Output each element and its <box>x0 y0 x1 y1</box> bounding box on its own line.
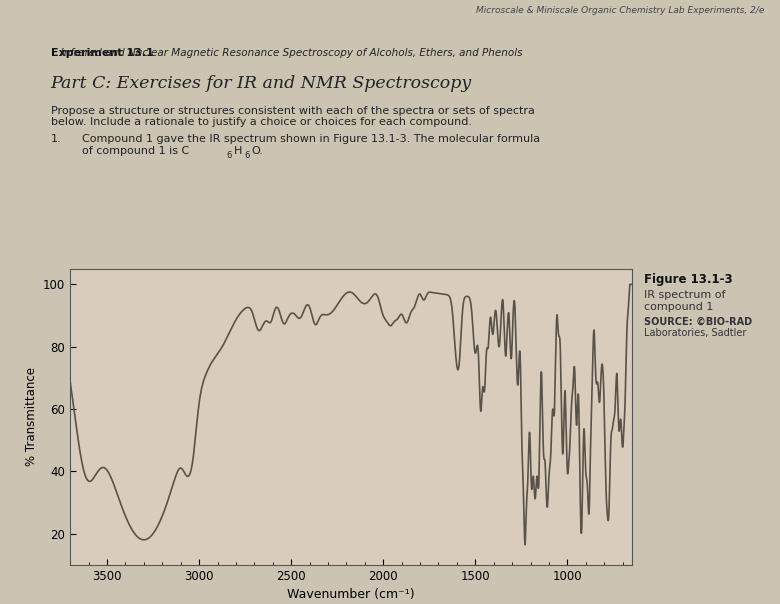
Text: Figure 13.1-3: Figure 13.1-3 <box>644 273 732 286</box>
Text: Microscale & Miniscale Organic Chemistry Lab Experiments, 2/e: Microscale & Miniscale Organic Chemistry… <box>476 6 764 15</box>
Text: 1.: 1. <box>51 134 62 144</box>
Text: below. Include a rationale to justify a choice or choices for each compound.: below. Include a rationale to justify a … <box>51 117 472 127</box>
Text: of compound 1 is C: of compound 1 is C <box>82 146 189 156</box>
Text: 6: 6 <box>244 151 250 160</box>
Text: SOURCE: ©BIO-RAD: SOURCE: ©BIO-RAD <box>644 317 752 327</box>
Text: 6: 6 <box>226 151 232 160</box>
Text: O.: O. <box>251 146 263 156</box>
Text: Part C: Exercises for IR and NMR Spectroscopy: Part C: Exercises for IR and NMR Spectro… <box>51 76 472 92</box>
Text: Infrared and Nuclear Magnetic Resonance Spectroscopy of Alcohols, Ethers, and Ph: Infrared and Nuclear Magnetic Resonance … <box>51 48 522 59</box>
Text: Laboratories, Sadtler: Laboratories, Sadtler <box>644 328 746 338</box>
Text: Experiment 13.1: Experiment 13.1 <box>51 48 154 59</box>
X-axis label: Wavenumber (cm⁻¹): Wavenumber (cm⁻¹) <box>287 588 415 601</box>
Text: H: H <box>234 146 243 156</box>
Text: IR spectrum of: IR spectrum of <box>644 290 725 300</box>
Text: Compound 1 gave the IR spectrum shown in Figure 13.1-3. The molecular formula: Compound 1 gave the IR spectrum shown in… <box>82 134 540 144</box>
Text: compound 1: compound 1 <box>644 302 713 312</box>
Y-axis label: % Transmittance: % Transmittance <box>24 367 37 466</box>
Text: Propose a structure or structures consistent with each of the spectra or sets of: Propose a structure or structures consis… <box>51 106 534 116</box>
